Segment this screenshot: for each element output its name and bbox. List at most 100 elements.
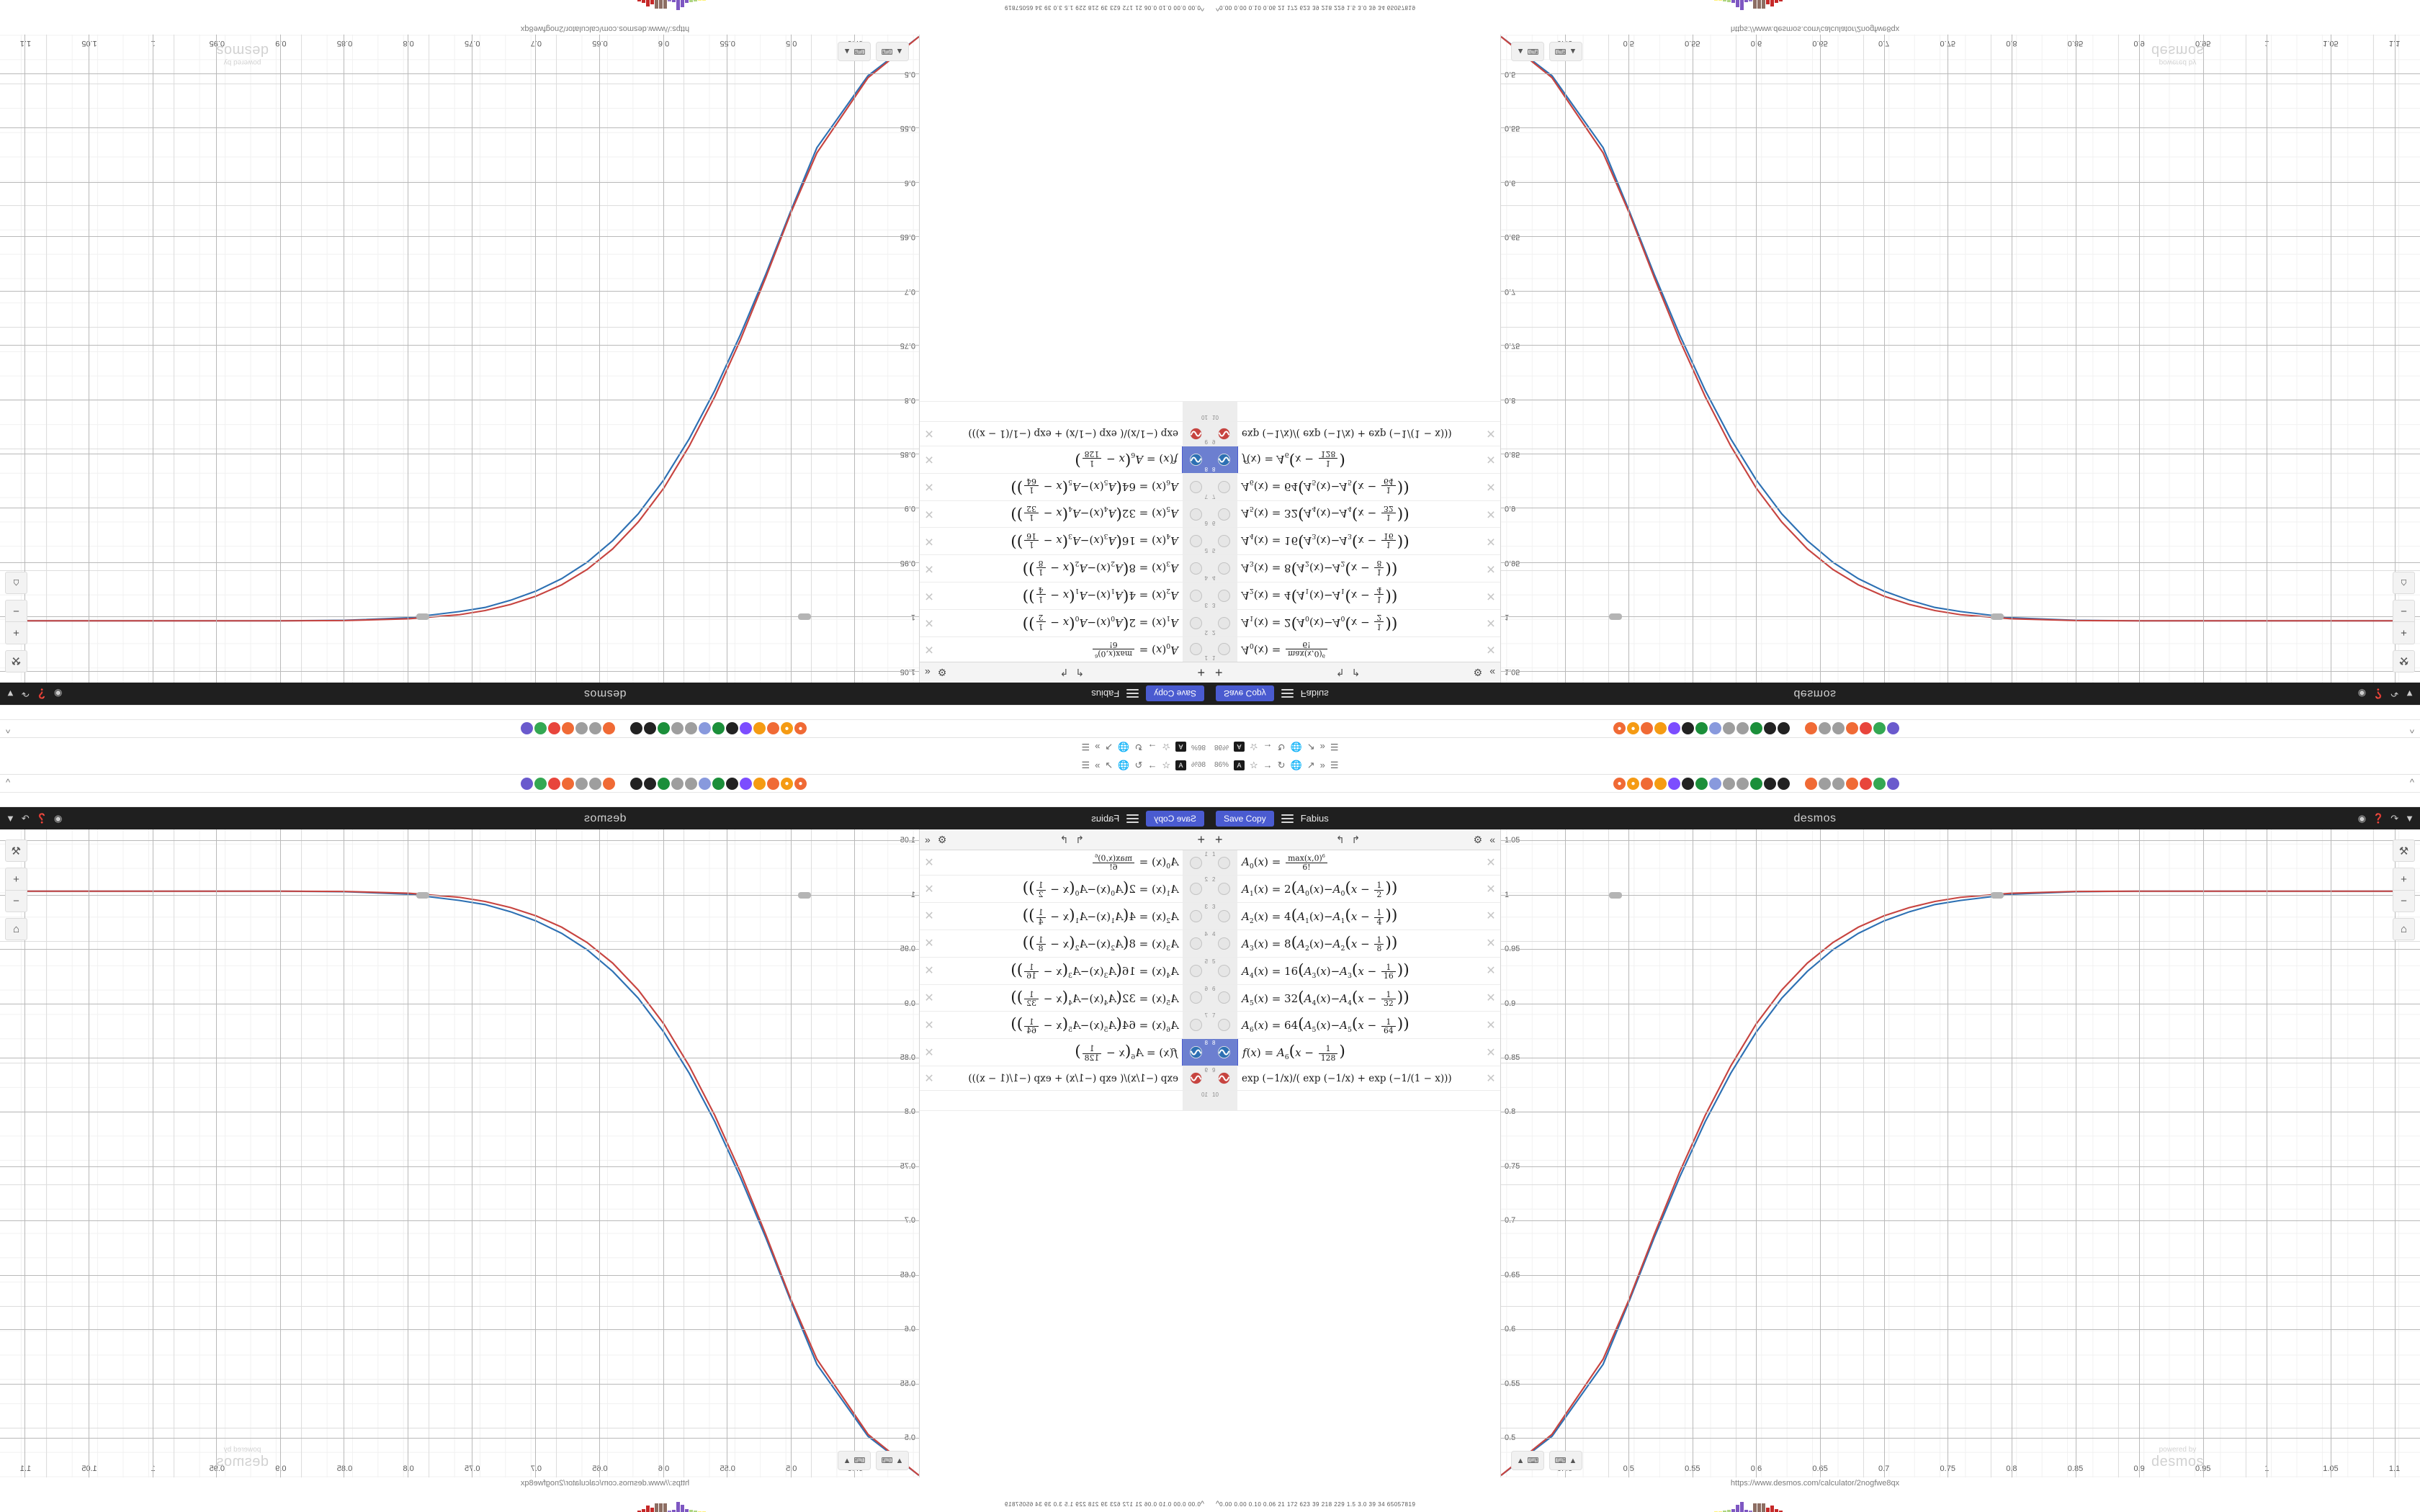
favicon[interactable]: ● [1613,722,1626,735]
hidden-plot-toggle[interactable] [1190,909,1203,922]
favicon[interactable] [617,722,629,735]
delete-expression-button[interactable]: ✕ [1486,910,1496,923]
expression-row[interactable]: 4 A3(x) = 8(A2(x)−A2(x − 1 8)) ✕ [920,930,1210,958]
delete-expression-button[interactable]: ✕ [924,427,934,440]
forward-arrow-icon[interactable]: → [1147,742,1157,752]
home-icon[interactable]: ⌂ [5,918,27,940]
drag-handle[interactable] [1991,613,2004,621]
hidden-plot-toggle[interactable] [1190,562,1203,575]
expression-content[interactable]: exp (−1/x)/( exp (−1/x) + exp (−1/(1 − x… [938,422,1183,446]
keyboard-toggle-button[interactable]: ⌨ ▲ [1549,1451,1582,1470]
reload-icon[interactable]: ↻ [1134,760,1143,770]
help-icon[interactable]: ❓ [35,688,48,700]
expression-badge[interactable]: 5 [1183,957,1210,984]
expression-row-selected[interactable]: 8 f(x) = A6(x − 1 128) ✕ [1210,1039,1500,1067]
expression-row-selected[interactable]: 8 f(x) = A6(x − 1 128) ✕ [920,1039,1210,1067]
expression-badge[interactable]: 4 [1210,930,1237,957]
chevron-down-icon[interactable]: ▼ [2405,813,2414,824]
delete-expression-button[interactable]: ✕ [1486,642,1496,655]
collapse-panel-icon[interactable]: « [1489,667,1495,678]
expression-row[interactable]: 2 A1(x) = 2(A0(x)−A0(x − 1 2)) ✕ [920,608,1210,636]
expression-row[interactable]: 6 A5(x) = 32(A4(x)−A4(x − 1 32)) ✕ [920,500,1210,528]
expression-content[interactable] [1237,402,1500,421]
delete-expression-button[interactable]: ✕ [1486,857,1496,870]
chevron-down-icon[interactable]: ▼ [6,688,15,699]
drag-handle[interactable] [416,613,429,621]
drag-handle[interactable] [1991,891,2004,899]
favicon[interactable]: ● [794,777,807,790]
graph-title[interactable]: Fabius [1300,813,1329,824]
delete-expression-button[interactable]: ✕ [924,562,934,575]
keyboard-toggle-button[interactable]: ▲ ⌨ [876,42,909,61]
gear-icon[interactable]: ⚙ [1473,667,1483,679]
expression-badge[interactable]: 3 [1183,582,1210,609]
star-icon[interactable]: ☆ [1162,760,1170,770]
expression-badge[interactable]: 6 [1183,500,1210,528]
expression-badge[interactable]: 10 [1210,401,1237,421]
expression-badge[interactable]: 3 [1210,582,1237,609]
keyboard-toggle-button[interactable]: ▲ ⌨ [1511,1451,1544,1470]
expression-badge[interactable]: 8 [1183,446,1210,473]
expression-content[interactable]: A4(x) = 16(A3(x)−A3(x − 1 16)) [938,958,1183,984]
graph-canvas[interactable]: 0.450.50.550.60.650.70.750.80.850.90.951… [0,35,919,683]
favicon[interactable] [617,777,629,790]
expand-caret-icon[interactable]: ^ [1200,1499,1204,1508]
hamburger-menu-icon[interactable] [1126,812,1139,825]
favicon[interactable] [1641,722,1653,735]
hidden-plot-toggle[interactable] [1190,883,1203,896]
wrench-icon[interactable]: ⚒ [5,650,27,672]
translate-icon[interactable]: A [1175,742,1186,752]
gear-icon[interactable]: ⚙ [937,667,947,679]
expression-content[interactable]: exp (−1/x)/( exp (−1/x) + exp (−1/(1 − x… [938,1066,1183,1090]
favicon[interactable] [1695,777,1708,790]
help-icon[interactable]: ❓ [2372,688,2385,700]
expression-content[interactable]: A1(x) = 2(A0(x)−A0(x − 1 2)) [1237,876,1482,902]
expression-content[interactable]: f(x) = A6(x − 1 128) [1237,446,1482,473]
expression-content[interactable]: A6(x) = 64(A5(x)−A5(x − 1 64)) [938,474,1183,500]
expression-row[interactable]: 7 A6(x) = 64(A5(x)−A5(x − 1 64)) ✕ [1210,1012,1500,1040]
globe-icon[interactable]: 🌐 [1290,760,1302,770]
favicon[interactable] [1750,722,1762,735]
translate-icon[interactable]: A [1234,742,1245,752]
expression-row[interactable]: 3 A2(x) = 4(A1(x)−A1(x − 1 4)) ✕ [1210,903,1500,930]
forward-arrow-icon[interactable]: → [1263,760,1273,770]
expression-row[interactable]: 7 A6(x) = 64(A5(x)−A5(x − 1 64)) ✕ [920,1012,1210,1040]
keyboard-toggle-button[interactable]: ⌨ ▲ [838,1451,871,1470]
favicon[interactable] [1860,777,1872,790]
favicon[interactable] [603,722,615,735]
add-expression-button[interactable]: + [1197,832,1205,847]
delete-expression-button[interactable]: ✕ [924,589,934,602]
favicon[interactable] [767,722,779,735]
home-icon[interactable]: ⌂ [5,572,27,594]
zoom-in-button[interactable]: + [5,868,27,890]
favicon[interactable] [1873,722,1886,735]
expression-content[interactable]: A4(x) = 16(A3(x)−A3(x − 1 16)) [1237,528,1482,554]
keyboard-toggle-button[interactable]: ⌨ ▲ [1549,42,1582,61]
favicon[interactable] [630,777,642,790]
expression-content[interactable]: A5(x) = 32(A4(x)−A4(x − 1 32)) [1237,501,1482,528]
delete-expression-button[interactable]: ✕ [924,508,934,521]
expression-row[interactable]: 3 A2(x) = 4(A1(x)−A1(x − 1 4)) ✕ [920,582,1210,609]
share-icon[interactable]: ↗ [1307,742,1315,752]
expression-content[interactable]: f(x) = A6(x − 1 128) [938,446,1183,473]
redo-arrow-icon[interactable]: ↱ [1351,833,1361,845]
favicon[interactable] [1764,777,1776,790]
expression-badge[interactable]: 8 [1210,1039,1237,1066]
favicon[interactable] [644,777,656,790]
help-icon[interactable]: ❓ [2372,812,2385,824]
favicon[interactable] [1736,777,1749,790]
expression-content[interactable]: A2(x) = 4(A1(x)−A1(x − 1 4)) [1237,903,1482,930]
expression-content[interactable]: exp (−1/x)/( exp (−1/x) + exp (−1/(1 − x… [1237,1066,1482,1090]
favicon[interactable] [1846,777,1858,790]
favicon[interactable]: ● [1627,722,1639,735]
favicon[interactable] [1778,777,1790,790]
expression-row[interactable]: 3 A2(x) = 4(A1(x)−A1(x − 1 4)) ✕ [920,903,1210,930]
expression-content[interactable]: A6(x) = 64(A5(x)−A5(x − 1 64)) [938,1012,1183,1038]
favicon[interactable] [699,722,711,735]
favicon[interactable] [630,722,642,735]
quadrant-top-left[interactable]: 86% A ☆ → ↻ 🌐 ↗ » ☰ ● ● ^ Save Copy Fabi… [0,0,1210,756]
save-copy-button[interactable]: Save Copy [1216,685,1274,702]
zoom-in-button[interactable]: + [2393,868,2415,890]
collapse-chevron-icon[interactable]: ^ [2409,777,2414,788]
expression-content[interactable]: A3(x) = 8(A2(x)−A2(x − 1 8)) [1237,555,1482,582]
